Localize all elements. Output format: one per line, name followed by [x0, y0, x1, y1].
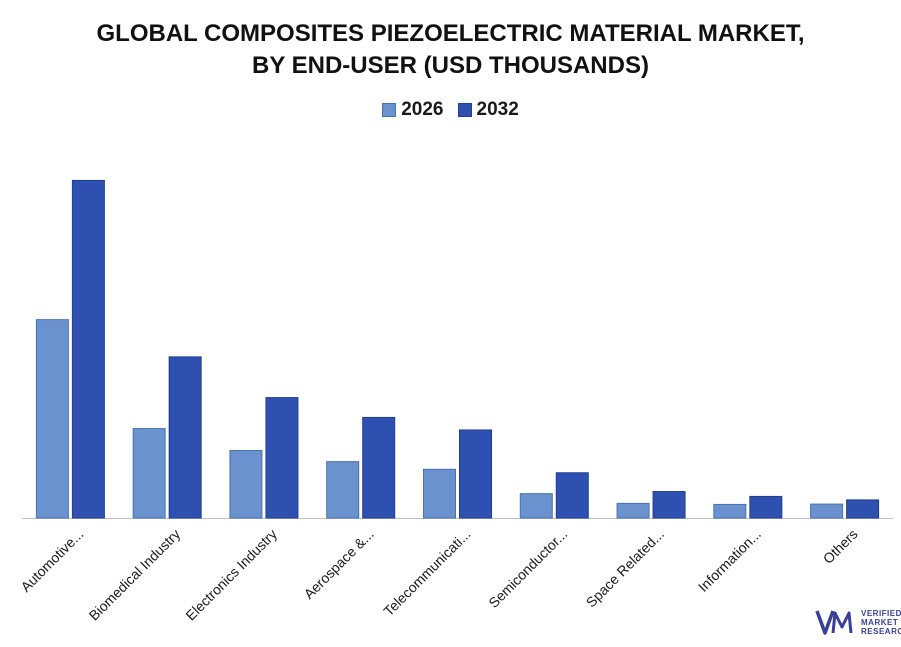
chart-title-line-1: GLOBAL COMPOSITES PIEZOELECTRIC MATERIAL…: [96, 20, 805, 47]
bar-2026-6: [519, 493, 553, 519]
bar-2026-3: [229, 449, 263, 519]
bar-2032-2: [168, 356, 202, 519]
chart-title-line-2: BY END-USER (USD THOUSANDS): [252, 52, 649, 79]
bar-2032-8: [749, 495, 783, 519]
bar-2026-5: [423, 468, 456, 519]
bar-2026-7: [616, 502, 650, 519]
legend-label-2026: 2026: [401, 99, 444, 120]
legend: 2026 2032: [0, 99, 901, 121]
x-tick-label-3: Electronics Industry: [182, 526, 280, 624]
legend-swatch-2032: [457, 103, 472, 117]
logo-line-1: VERIFIED: [861, 608, 901, 618]
legend-item-2026: 2026: [382, 99, 444, 121]
x-tick-label-4: Aerospace &...: [301, 526, 377, 602]
bar-2032-6: [555, 472, 589, 519]
x-tick-label-8: Information...: [695, 526, 764, 595]
bar-2032-4: [362, 416, 396, 519]
legend-item-2032: 2032: [457, 99, 519, 121]
vmr-logo-icon: [815, 610, 853, 635]
bar-2032-3: [265, 397, 299, 519]
bar-2032-7: [652, 491, 686, 519]
x-tick-label-6: Semiconductor...: [485, 526, 570, 611]
bar-2026-9: [810, 503, 844, 519]
chart-title: GLOBAL COMPOSITES PIEZOELECTRIC MATERIAL…: [0, 18, 901, 82]
bar-2026-8: [713, 503, 747, 519]
bar-2026-4: [326, 461, 360, 519]
bar-2026-1: [35, 319, 69, 519]
logo-text: VERIFIED MARKET RESEARCH: [861, 609, 901, 636]
x-tick-label-5: Telecommunicati...: [380, 526, 473, 619]
x-tick-label-2: Biomedical Industry: [86, 526, 184, 624]
brand-logo: VERIFIED MARKET RESEARCH: [815, 607, 901, 637]
legend-swatch-2026: [382, 103, 397, 117]
x-tick-label-1: Automotive...: [17, 526, 86, 595]
legend-label-2032: 2032: [476, 99, 519, 120]
x-tick-label-9: Others: [820, 526, 861, 567]
logo-line-3: RESEARCH: [861, 626, 901, 636]
bar-2032-1: [71, 179, 105, 519]
logo-line-2: MARKET: [861, 617, 899, 627]
bar-2026-2: [132, 428, 166, 519]
x-tick-label-7: Space Related...: [583, 526, 668, 611]
bar-2032-5: [459, 429, 492, 519]
bar-2032-9: [846, 499, 880, 519]
